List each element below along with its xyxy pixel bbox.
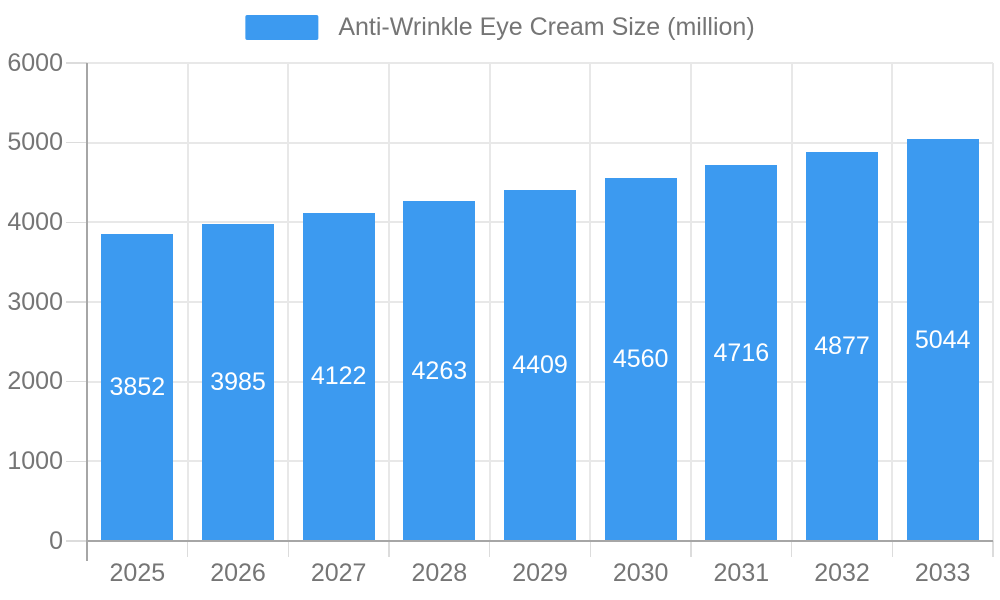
bar-2032[interactable]: 4877 (806, 152, 878, 541)
bar-2033[interactable]: 5044 (906, 139, 979, 541)
y-axis-tick (66, 141, 87, 144)
x-axis-tick (891, 541, 894, 557)
y-axis-tick (66, 380, 87, 383)
x-axis-tick (790, 541, 793, 557)
x-axis-tick (589, 541, 592, 557)
bar-value-label: 3852 (109, 373, 166, 402)
legend-item[interactable]: Anti-Wrinkle Eye Cream Size (million) (245, 13, 755, 42)
bar-value-label: 4263 (411, 356, 468, 385)
x-axis-label: 2025 (109, 559, 166, 587)
x-axis-tick (488, 541, 491, 557)
x-axis-tick (992, 541, 994, 557)
y-axis-label: 6000 (7, 48, 63, 77)
x-axis-label: 2029 (512, 559, 568, 587)
h-gridline (87, 62, 993, 64)
bar-value-label: 4560 (612, 344, 669, 373)
y-axis-label: 1000 (7, 446, 63, 475)
x-axis-label: 2030 (612, 559, 669, 587)
bar-2030[interactable]: 4560 (604, 177, 677, 541)
bar-value-label: 4716 (713, 338, 770, 367)
bar-2025[interactable]: 3852 (101, 234, 174, 541)
bar-2031[interactable]: 4716 (705, 165, 778, 541)
bar-value-label: 5044 (914, 325, 971, 354)
bar-2026[interactable]: 3985 (202, 223, 274, 541)
x-axis-tick (186, 541, 189, 557)
y-axis-label: 5000 (7, 128, 63, 157)
x-axis-label: 2028 (411, 559, 468, 587)
y-axis-tick (66, 460, 87, 463)
x-axis-tick (388, 541, 390, 557)
v-gridline (287, 63, 290, 541)
v-gridline (790, 63, 793, 541)
x-axis-tick (287, 541, 290, 557)
y-axis-label: 0 (49, 526, 63, 555)
bar-value-label: 4122 (310, 362, 367, 391)
x-axis-tick (690, 541, 692, 557)
v-gridline (186, 63, 189, 541)
x-axis-label: 2026 (210, 559, 266, 587)
v-gridline (488, 63, 491, 541)
y-axis-tick (66, 540, 87, 542)
x-axis-label: 2032 (814, 559, 870, 587)
v-gridline (891, 63, 894, 541)
v-gridline (690, 63, 692, 541)
y-axis-tick (66, 221, 87, 224)
v-gridline (992, 63, 994, 541)
y-axis-label: 3000 (7, 287, 63, 316)
plot-area: 0 1000 2000 3000 4000 5000 6000 3852 2025 3985 202… (7, 50, 994, 586)
v-gridline (388, 63, 390, 541)
bar-2028[interactable]: 4263 (403, 201, 476, 541)
y-axis-label: 2000 (7, 367, 63, 396)
y-axis-tick (66, 301, 87, 303)
legend-swatch (245, 15, 319, 41)
bar-2029[interactable]: 4409 (504, 189, 576, 541)
bar-value-label: 4409 (512, 350, 568, 379)
legend-label: Anti-Wrinkle Eye Cream Size (million) (338, 13, 755, 41)
x-axis-label: 2027 (310, 559, 367, 587)
x-axis-label: 2033 (914, 559, 971, 587)
bar-2027[interactable]: 4122 (302, 212, 375, 541)
bar-value-label: 3985 (210, 367, 266, 396)
x-axis-label: 2031 (713, 559, 770, 587)
y-axis-line (86, 63, 88, 561)
x-axis-line (87, 540, 993, 542)
bar-value-label: 4877 (814, 332, 870, 361)
v-gridline (589, 63, 592, 541)
y-axis-label: 4000 (7, 207, 63, 236)
h-gridline (87, 141, 993, 144)
y-axis-tick (66, 62, 87, 64)
